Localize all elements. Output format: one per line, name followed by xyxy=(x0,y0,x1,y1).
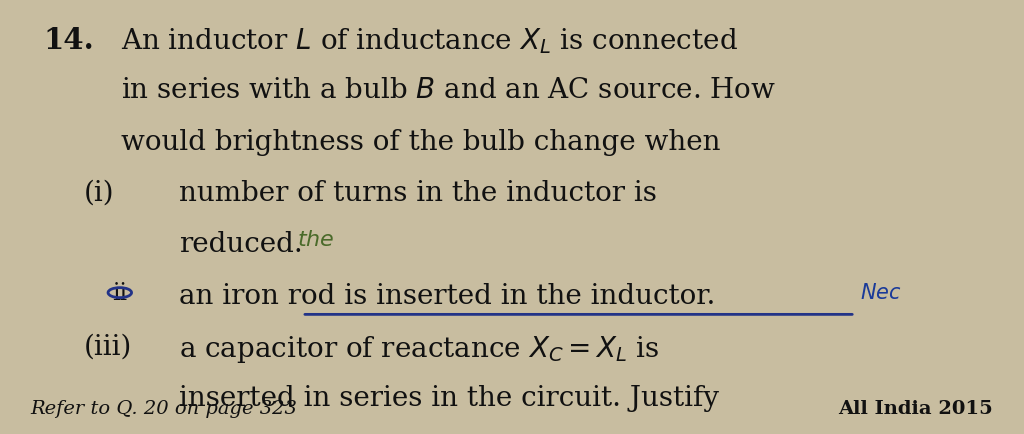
Text: An inductor $L$ of inductance $X_L$ is connected: An inductor $L$ of inductance $X_L$ is c… xyxy=(121,26,737,56)
Text: in series with a bulb $B$ and an AC source. How: in series with a bulb $B$ and an AC sour… xyxy=(121,77,776,104)
Text: a capacitor of reactance $X_C = X_L$ is: a capacitor of reactance $X_C = X_L$ is xyxy=(179,333,659,364)
Text: $\mathit{the}$: $\mathit{the}$ xyxy=(297,229,335,251)
Text: inserted in series in the circuit. Justify: inserted in series in the circuit. Justi… xyxy=(179,385,719,411)
Text: ii: ii xyxy=(113,282,127,304)
Text: 14.: 14. xyxy=(43,26,94,55)
Text: an iron rod is inserted in the inductor.: an iron rod is inserted in the inductor. xyxy=(179,282,716,309)
Text: (i): (i) xyxy=(84,180,115,207)
Text: All India 2015: All India 2015 xyxy=(839,399,993,417)
Text: reduced.: reduced. xyxy=(179,231,303,258)
Text: number of turns in the inductor is: number of turns in the inductor is xyxy=(179,180,657,207)
Text: (iii): (iii) xyxy=(84,333,132,360)
Text: $\mathit{Nec}$: $\mathit{Nec}$ xyxy=(860,282,902,302)
Text: would brightness of the bulb change when: would brightness of the bulb change when xyxy=(121,128,720,155)
Text: Refer to Q. 20 on page 323: Refer to Q. 20 on page 323 xyxy=(31,399,298,417)
